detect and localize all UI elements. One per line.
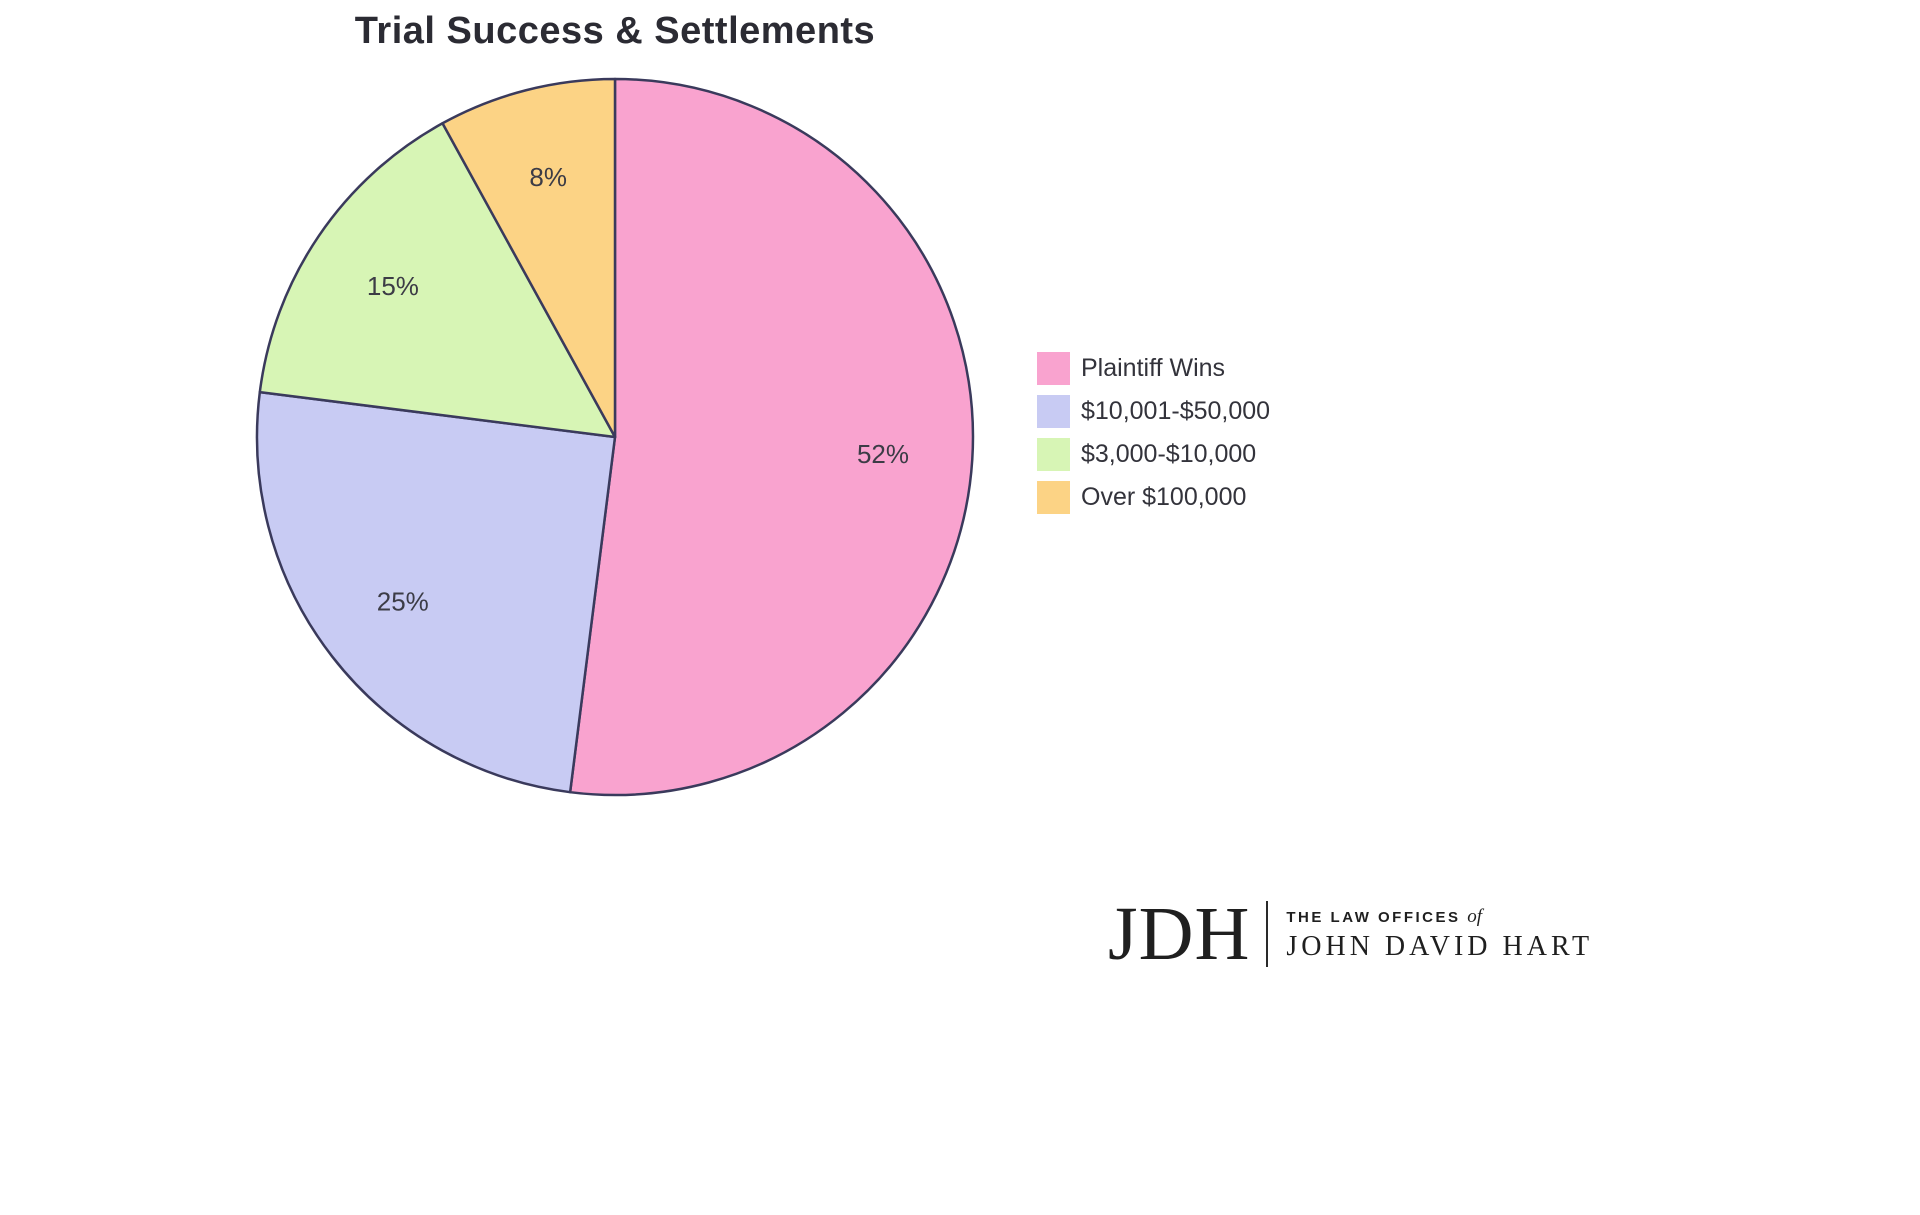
logo-tagline-prefix: THE LAW OFFICES: [1286, 908, 1461, 926]
legend: Plaintiff Wins $10,001-$50,000 $3,000-$10,…: [1037, 352, 1270, 514]
pie-percent-label: 25%: [377, 587, 429, 617]
legend-item: Over $100,000: [1037, 481, 1270, 514]
logo-text: THE LAW OFFICES of JOHN DAVID HART: [1286, 906, 1593, 963]
legend-swatch: [1037, 352, 1070, 385]
pie-percent-label: 52%: [857, 439, 909, 469]
pie-slice: [441, 77, 617, 439]
legend-label: $3,000-$10,000: [1081, 440, 1257, 468]
legend-swatch: [1037, 438, 1070, 471]
pie-slice: [255, 390, 617, 794]
legend-swatch: [1037, 395, 1070, 428]
pie-slice: [568, 77, 975, 797]
legend-label: Plaintiff Wins: [1081, 354, 1226, 382]
logo: JDH THE LAW OFFICES of JOHN DAVID HART: [1108, 896, 1593, 972]
legend-item: $3,000-$10,000: [1037, 438, 1270, 471]
legend-label: Over $100,000: [1081, 483, 1247, 511]
pie-percent-label: 8%: [529, 162, 567, 192]
legend-item: $10,001-$50,000: [1037, 395, 1270, 428]
logo-monogram: JDH: [1108, 892, 1251, 976]
legend-label: $10,001-$50,000: [1081, 397, 1271, 425]
logo-tagline-of: of: [1467, 905, 1482, 927]
pie-percent-label: 15%: [367, 271, 419, 301]
logo-firm-name: JOHN DAVID HART: [1286, 930, 1594, 962]
logo-divider: [1266, 901, 1269, 967]
logo-tagline: THE LAW OFFICES of: [1286, 906, 1593, 928]
legend-item: Plaintiff Wins: [1037, 352, 1270, 385]
legend-swatch: [1037, 481, 1070, 514]
pie-slice: [258, 122, 617, 439]
pie-chart: 52% 25% 15% 8%: [255, 77, 975, 797]
chart-title: Trial Success & Settlements: [354, 10, 876, 52]
